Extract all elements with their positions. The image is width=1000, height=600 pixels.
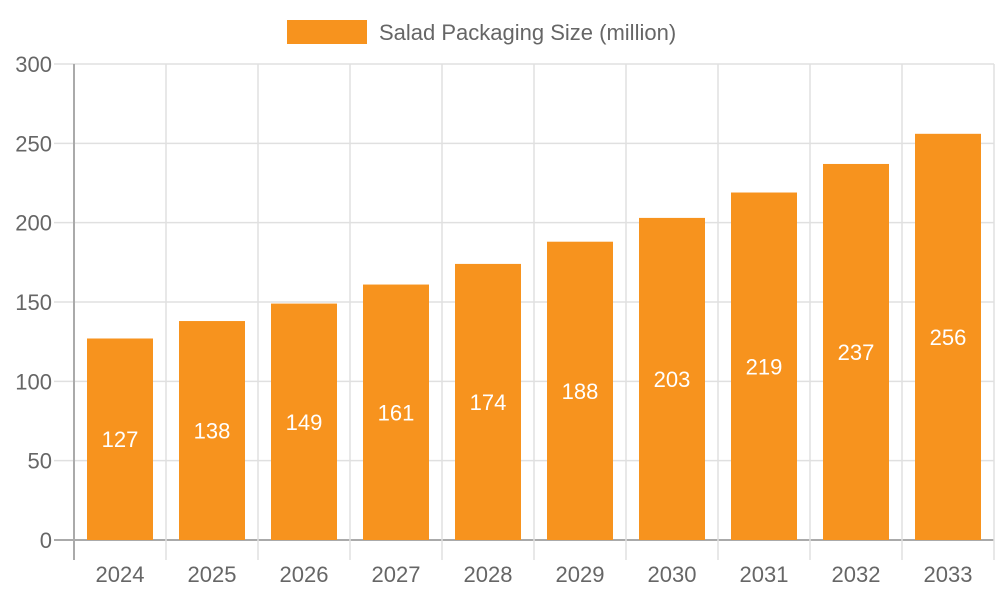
x-tick-label: 2032 — [832, 562, 881, 587]
legend-swatch — [287, 20, 367, 44]
y-tick-label: 100 — [15, 369, 52, 394]
y-axis: 0 50 100 150 200 250 300 — [15, 52, 52, 553]
bar — [363, 284, 429, 540]
x-tick-label: 2033 — [924, 562, 973, 587]
data-label: 174 — [470, 390, 507, 415]
y-tick-label: 50 — [28, 449, 52, 474]
y-tick-label: 300 — [15, 52, 52, 77]
x-tick-label: 2031 — [740, 562, 789, 587]
bar — [823, 163, 889, 540]
bar — [179, 321, 245, 540]
y-tick-label: 0 — [40, 528, 52, 553]
legend[interactable]: Salad Packaging Size (million) — [287, 20, 676, 45]
bar — [639, 217, 705, 540]
x-tick-label: 2027 — [372, 562, 421, 587]
bar — [87, 338, 153, 540]
x-tick-label: 2024 — [96, 562, 145, 587]
y-tick-label: 250 — [15, 131, 52, 156]
data-label: 149 — [286, 410, 323, 435]
bar — [547, 241, 613, 540]
x-tick-label: 2028 — [464, 562, 513, 587]
data-label: 203 — [654, 367, 691, 392]
bar — [455, 263, 521, 540]
x-tick-label: 2026 — [280, 562, 329, 587]
y-tick-label: 200 — [15, 211, 52, 236]
data-label: 256 — [930, 325, 967, 350]
data-label: 237 — [838, 340, 875, 365]
data-label: 138 — [194, 419, 231, 444]
bar — [731, 192, 797, 540]
bar — [915, 133, 981, 540]
data-label: 127 — [102, 427, 139, 452]
x-tick-label: 2029 — [556, 562, 605, 587]
data-label: 188 — [562, 379, 599, 404]
x-axis: 2024 2025 2026 2027 2028 2029 2030 2031 2032 2033 — [96, 562, 973, 587]
data-labels: 127 138 149 161 174 188 203 219 237 256 — [102, 325, 967, 452]
bars — [87, 133, 981, 540]
x-tick-label: 2025 — [188, 562, 237, 587]
data-label: 219 — [746, 354, 783, 379]
legend-label: Salad Packaging Size (million) — [379, 20, 676, 45]
grid — [54, 63, 995, 560]
y-tick-label: 150 — [15, 290, 52, 315]
x-tick-label: 2030 — [648, 562, 697, 587]
bar — [271, 303, 337, 540]
data-label: 161 — [378, 400, 415, 425]
